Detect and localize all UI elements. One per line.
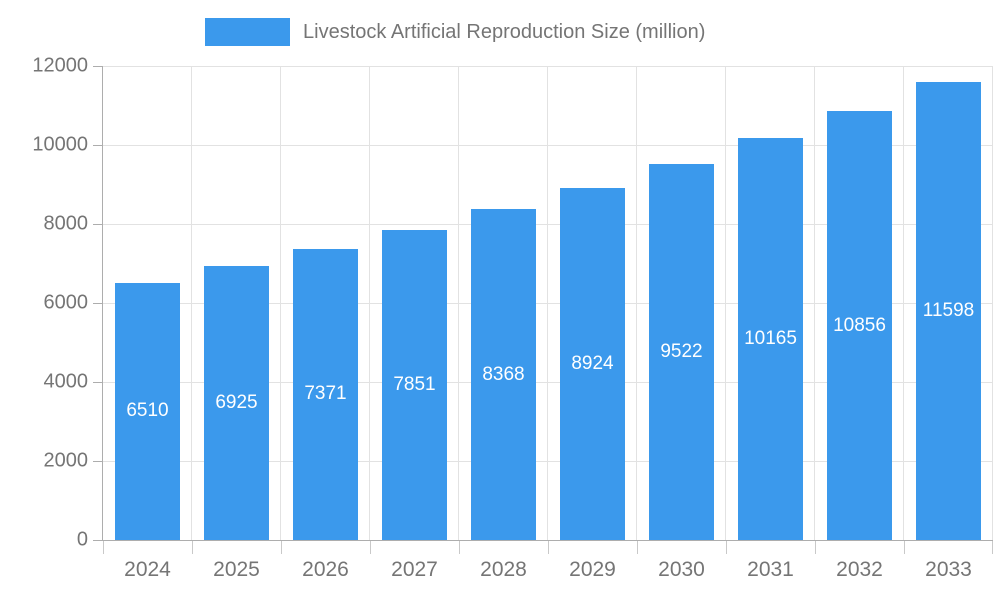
bar-2031[interactable]: 10165	[738, 138, 803, 540]
bar-2030[interactable]: 9522	[649, 163, 714, 540]
y-axis-tick	[93, 66, 102, 67]
gridline-vertical	[636, 66, 637, 540]
gridline-vertical	[458, 66, 459, 540]
x-axis-tick	[281, 541, 282, 554]
bar-2032[interactable]: 10856	[827, 111, 892, 540]
x-axis-tick	[459, 541, 460, 554]
x-axis-tick-label: 2027	[391, 558, 438, 581]
x-axis-tick-label: 2030	[658, 558, 705, 581]
y-axis-tick-label: 8000	[43, 212, 89, 235]
x-axis-tick-label: 2029	[569, 558, 616, 581]
bar-value-label: 6510	[126, 400, 169, 422]
gridline-horizontal	[103, 382, 993, 383]
y-axis-tick-label: 0	[76, 528, 88, 551]
x-axis-tick	[370, 541, 371, 554]
bar-2028[interactable]: 8368	[471, 209, 536, 540]
y-axis-tick-label: 4000	[43, 370, 89, 393]
x-axis-tick	[904, 541, 905, 554]
gridline-vertical	[725, 66, 726, 540]
bar-2033[interactable]: 11598	[916, 81, 981, 540]
x-axis-tick-label: 2028	[480, 558, 527, 581]
y-axis-tick-label: 10000	[32, 133, 88, 156]
bar-2029[interactable]: 8924	[560, 187, 625, 540]
x-axis-tick	[192, 541, 193, 554]
bar-value-label: 7371	[304, 383, 347, 405]
bar-value-label: 10856	[833, 314, 886, 336]
gridline-horizontal	[103, 303, 993, 304]
y-axis-tick-label: 2000	[43, 449, 89, 472]
x-axis-tick	[992, 541, 993, 554]
bar-2027[interactable]: 7851	[382, 229, 447, 540]
x-axis-tick	[726, 541, 727, 554]
y-axis-line	[102, 66, 103, 540]
y-axis-tick	[93, 540, 102, 541]
legend-label: Livestock Artificial Reproduction Size (…	[303, 21, 706, 43]
y-axis-tick	[93, 382, 102, 383]
bar-value-label: 8924	[571, 352, 614, 374]
x-axis-line	[102, 540, 993, 541]
gridline-vertical	[992, 66, 993, 540]
x-axis-tick	[548, 541, 549, 554]
bar-value-label: 7851	[393, 373, 436, 395]
legend-item[interactable]: Livestock Artificial Reproduction Size (…	[205, 18, 705, 46]
y-axis-tick	[93, 303, 102, 304]
x-axis-tick-label: 2025	[213, 558, 260, 581]
bar-2025[interactable]: 6925	[204, 266, 269, 540]
bar-value-label: 11598	[922, 299, 975, 321]
y-axis-tick-label: 12000	[32, 54, 88, 77]
gridline-horizontal	[103, 66, 993, 67]
gridline-vertical	[280, 66, 281, 540]
x-axis-tick-label: 2032	[836, 558, 883, 581]
x-axis-tick-label: 2024	[124, 558, 171, 581]
bar-2024[interactable]: 6510	[115, 282, 180, 540]
gridline-horizontal	[103, 145, 993, 146]
gridline-vertical	[369, 66, 370, 540]
y-axis-tick	[93, 461, 102, 462]
gridline-vertical	[903, 66, 904, 540]
bar-value-label: 8368	[482, 363, 525, 385]
y-axis-tick	[93, 145, 102, 146]
gridline-vertical	[191, 66, 192, 540]
gridline-horizontal	[103, 461, 993, 462]
gridline-horizontal	[103, 224, 993, 225]
x-axis-tick-label: 2033	[925, 558, 972, 581]
plot-area: 0 2000 4000 6000 8000 10000 12000 6510 2024 6925 2…	[32, 55, 993, 581]
gridline-vertical	[547, 66, 548, 540]
y-axis-tick	[93, 224, 102, 225]
bar-value-label: 9522	[660, 340, 703, 362]
bar-value-label: 10165	[744, 328, 797, 350]
x-axis-tick	[637, 541, 638, 554]
legend-swatch	[205, 18, 290, 46]
x-axis-tick	[815, 541, 816, 554]
x-axis-tick-label: 2031	[747, 558, 794, 581]
y-axis-tick-label: 6000	[43, 291, 89, 314]
x-axis-tick-label: 2026	[302, 558, 349, 581]
gridline-vertical	[814, 66, 815, 540]
bar-2026[interactable]: 7371	[293, 248, 358, 540]
bar-value-label: 6925	[215, 392, 258, 414]
x-axis-tick	[103, 541, 104, 554]
